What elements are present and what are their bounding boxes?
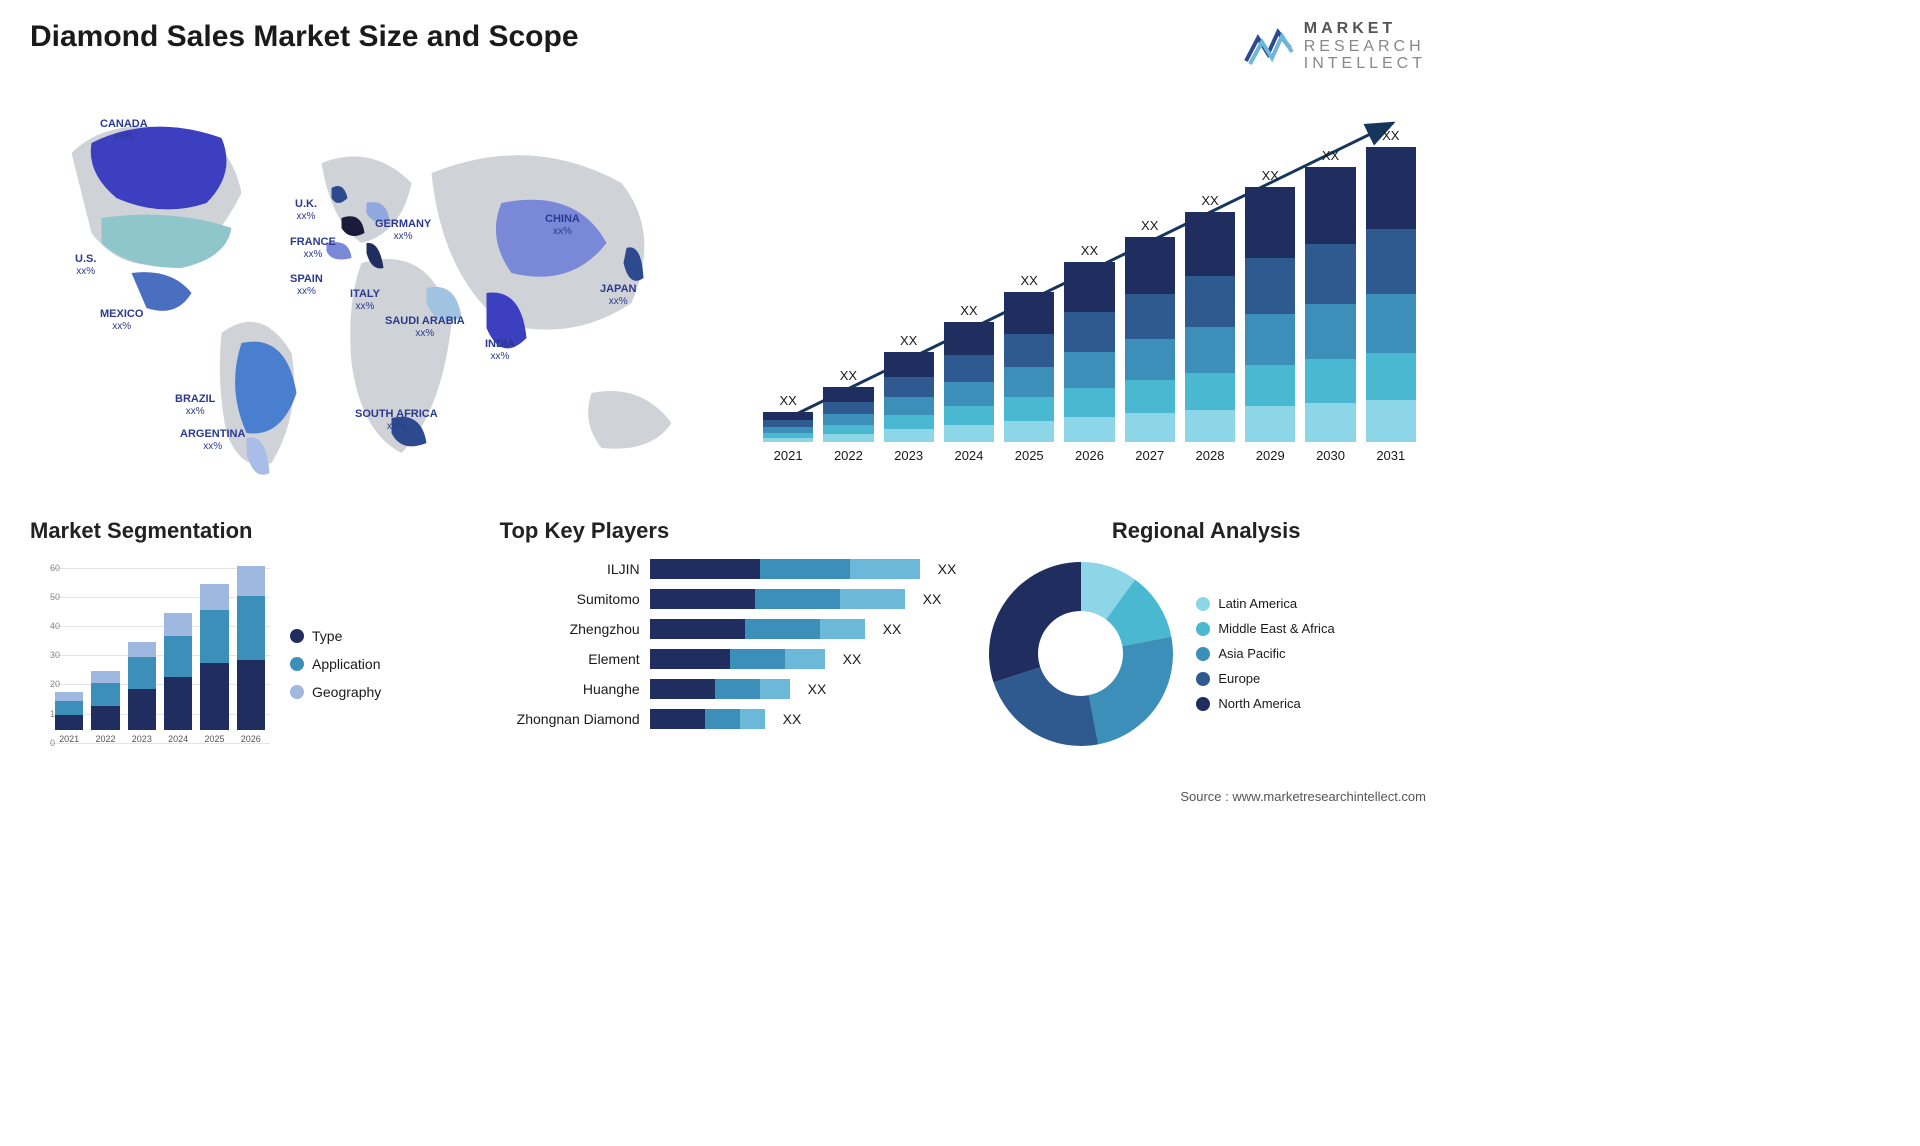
segmentation-bar-2026: 2026: [237, 566, 265, 743]
forecast-bar-2022: XX2022: [823, 368, 873, 463]
segmentation-title: Market Segmentation: [30, 518, 470, 544]
logo-line1: MARKET: [1304, 20, 1426, 38]
forecast-bar-2026: XX2026: [1064, 243, 1114, 463]
forecast-bar-2025: XX2025: [1004, 273, 1054, 463]
map-label-canada: CANADAxx%: [100, 118, 148, 143]
forecast-bar-2030: XX2030: [1305, 148, 1355, 463]
regional-legend: Latin America Middle East & Africa Asia Pa…: [1196, 596, 1334, 711]
segmentation-bar-2022: 2022: [91, 671, 119, 743]
segmentation-legend-item: Application: [290, 656, 381, 672]
segmentation-chart: 0102030405060 202120222023202420252026: [30, 559, 270, 769]
forecast-bar-2023: XX2023: [884, 333, 934, 463]
forecast-chart: XX2021XX2022XX2023XX2024XX2025XX2026XX20…: [743, 93, 1426, 493]
brand-logo: MARKET RESEARCH INTELLECT: [1244, 20, 1426, 73]
key-player-row: Zhongnan DiamondXX: [500, 709, 957, 729]
map-label-china: CHINAxx%: [545, 213, 580, 238]
map-label-saudiarabia: SAUDI ARABIAxx%: [385, 315, 465, 340]
map-label-france: FRANCExx%: [290, 236, 336, 261]
segmentation-bar-2023: 2023: [128, 642, 156, 744]
key-player-row: ZhengzhouXX: [500, 619, 957, 639]
regional-legend-item: Asia Pacific: [1196, 646, 1334, 661]
map-label-us: U.S.xx%: [75, 253, 96, 278]
map-label-uk: U.K.xx%: [295, 198, 317, 223]
segmentation-legend-item: Type: [290, 628, 381, 644]
forecast-bar-2028: XX2028: [1185, 193, 1235, 463]
regional-title: Regional Analysis: [986, 518, 1426, 544]
map-label-spain: SPAINxx%: [290, 273, 323, 298]
regional-legend-item: Latin America: [1196, 596, 1334, 611]
logo-icon: [1244, 26, 1294, 66]
segmentation-bar-2025: 2025: [200, 584, 228, 744]
map-label-southafrica: SOUTH AFRICAxx%: [355, 408, 438, 433]
source-attribution: Source : www.marketresearchintellect.com: [1180, 789, 1426, 804]
forecast-bar-2024: XX2024: [944, 303, 994, 463]
key-players-title: Top Key Players: [500, 518, 957, 544]
forecast-bar-2027: XX2027: [1125, 218, 1175, 463]
regional-donut-chart: [986, 559, 1176, 749]
map-label-india: INDIAxx%: [485, 338, 515, 363]
segmentation-legend-item: Geography: [290, 684, 381, 700]
map-label-italy: ITALYxx%: [350, 288, 380, 313]
segmentation-bar-2021: 2021: [55, 692, 83, 744]
key-player-row: HuangheXX: [500, 679, 957, 699]
forecast-bar-2021: XX2021: [763, 393, 813, 463]
segmentation-legend: Type Application Geography: [290, 559, 381, 769]
map-label-japan: JAPANxx%: [600, 283, 636, 308]
map-label-argentina: ARGENTINAxx%: [180, 428, 245, 453]
segmentation-bar-2024: 2024: [164, 613, 192, 744]
regional-panel: Regional Analysis Latin America Middle Ea…: [986, 518, 1426, 769]
forecast-bar-2029: XX2029: [1245, 168, 1295, 463]
regional-legend-item: North America: [1196, 696, 1334, 711]
regional-legend-item: Europe: [1196, 671, 1334, 686]
map-label-brazil: BRAZILxx%: [175, 393, 215, 418]
segmentation-panel: Market Segmentation 0102030405060 202120…: [30, 518, 470, 769]
world-map-panel: CANADAxx% U.S.xx% MEXICOxx% BRAZILxx% ARGENT…: [30, 93, 713, 493]
key-player-row: SumitomoXX: [500, 589, 957, 609]
map-label-mexico: MEXICOxx%: [100, 308, 143, 333]
key-players-panel: Top Key Players ILJINXX SumitomoXX Zhengzh…: [500, 518, 957, 769]
key-player-row: ElementXX: [500, 649, 957, 669]
forecast-bar-2031: XX2031: [1366, 128, 1416, 463]
logo-line2: RESEARCH: [1304, 38, 1426, 56]
logo-line3: INTELLECT: [1304, 55, 1426, 73]
page-title: Diamond Sales Market Size and Scope: [30, 20, 579, 54]
map-label-germany: GERMANYxx%: [375, 218, 431, 243]
regional-legend-item: Middle East & Africa: [1196, 621, 1334, 636]
key-player-row: ILJINXX: [500, 559, 957, 579]
